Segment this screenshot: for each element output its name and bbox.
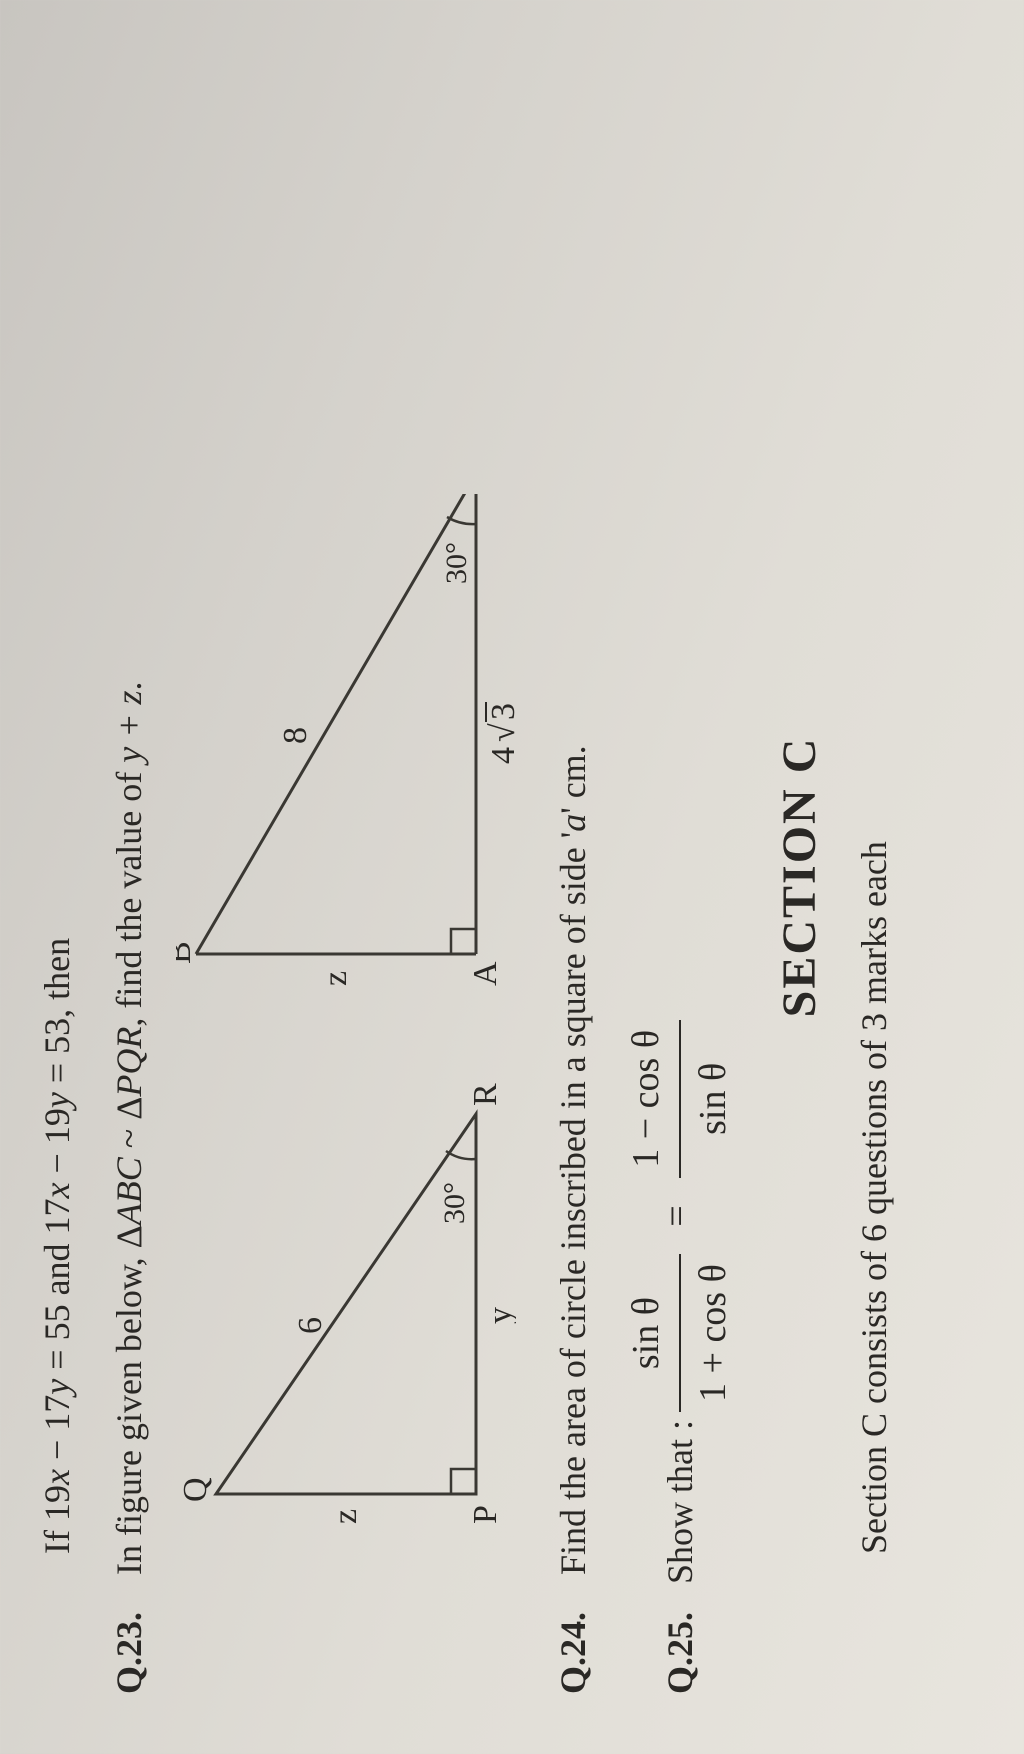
frac-left-den: 1 + cos θ [681, 1254, 742, 1412]
label-8: 8 [277, 727, 314, 744]
label-p: P [467, 1505, 504, 1524]
label-q: Q [177, 1477, 214, 1502]
line-bc [196, 494, 476, 954]
label-z-pqr: z [327, 1509, 364, 1524]
q25-text: Show that : [653, 1420, 707, 1584]
frac-left: sin θ 1 + cos θ [618, 1254, 742, 1412]
q24-number: Q.24. [546, 1584, 600, 1694]
q23-number: Q.23. [102, 1584, 156, 1694]
q23-line: Q.23. In figure given below, ΔABC ~ ΔPQR… [102, 60, 156, 1694]
triangle-pqr: Q P R z 6 30° y [176, 1074, 516, 1554]
frac-right-num: 1 − cos θ [618, 1020, 681, 1178]
q25-formula: sin θ 1 + cos θ = 1 − cos θ sin θ [618, 1012, 742, 1420]
radical-sign: √ [485, 723, 516, 742]
footer-line: Section C consists of 6 questions of 3 m… [847, 60, 901, 1554]
equals-sign: = [656, 1205, 698, 1226]
label-r: R [467, 1083, 504, 1106]
triangle-abc: B A z 8 30° 4 √ 3 [176, 494, 516, 1014]
right-angle-a [451, 929, 476, 954]
label-z-abc: z [317, 971, 354, 986]
top-equation-line: If 19x − 17y = 55 and 17x − 19y = 53, th… [30, 60, 84, 1554]
label-y: y [482, 1307, 516, 1324]
label-4: 4 [485, 747, 516, 764]
frac-left-num: sin θ [618, 1254, 681, 1412]
right-angle-p [451, 1469, 476, 1494]
section-c-heading: SECTION C [772, 60, 827, 1694]
topline-text: If 19 [37, 1485, 77, 1554]
label-6: 6 [292, 1317, 329, 1334]
frac-right-den: sin θ [681, 1020, 742, 1178]
angle-arc-c [447, 517, 476, 524]
label-30-abc: 30° [440, 542, 473, 584]
label-a: A [467, 961, 504, 986]
label-30-pqr: 30° [438, 1182, 471, 1224]
q24-line: Q.24. Find the area of circle inscribed … [546, 60, 600, 1694]
triangles-container: Q P R z 6 30° y B A z 8 30° 4 √ [176, 60, 516, 1554]
q25-line: Q.25. Show that : sin θ 1 + cos θ = 1 − … [618, 60, 742, 1694]
label-sqrt3: 3 [485, 703, 516, 720]
q23-text-a: In figure given below, Δ [109, 1225, 149, 1575]
triangle-pqr-shape [216, 1114, 476, 1494]
frac-right: 1 − cos θ sin θ [618, 1020, 742, 1178]
label-b: B [176, 941, 198, 964]
q24-text: Find the area of circle inscribed in a s… [553, 832, 593, 1575]
q25-number: Q.25. [653, 1584, 707, 1694]
